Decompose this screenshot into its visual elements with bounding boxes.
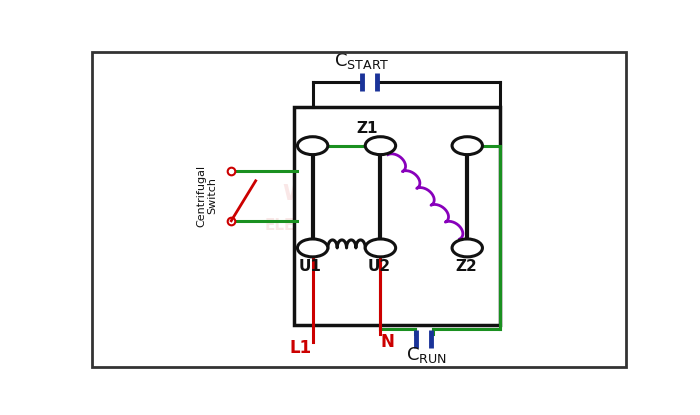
Circle shape bbox=[452, 239, 482, 257]
Text: Z2: Z2 bbox=[455, 259, 477, 274]
Text: U2: U2 bbox=[368, 259, 391, 274]
Text: Z1: Z1 bbox=[356, 121, 377, 136]
Text: ELECTRICAL: ELECTRICAL bbox=[265, 218, 366, 233]
Text: Centrifugal
Switch: Centrifugal Switch bbox=[196, 165, 218, 227]
Circle shape bbox=[298, 137, 328, 155]
Text: $\mathregular{C}_{\mathregular{RUN}}$: $\mathregular{C}_{\mathregular{RUN}}$ bbox=[406, 345, 447, 365]
Text: L1: L1 bbox=[290, 339, 312, 357]
FancyBboxPatch shape bbox=[294, 107, 500, 325]
Circle shape bbox=[298, 239, 328, 257]
Text: WIRA: WIRA bbox=[282, 183, 349, 204]
Text: N: N bbox=[380, 333, 394, 351]
Text: U1: U1 bbox=[298, 259, 321, 274]
Circle shape bbox=[365, 239, 396, 257]
Text: $\mathregular{C}_{\mathregular{START}}$: $\mathregular{C}_{\mathregular{START}}$ bbox=[334, 51, 389, 71]
Circle shape bbox=[452, 137, 482, 155]
Circle shape bbox=[365, 137, 396, 155]
